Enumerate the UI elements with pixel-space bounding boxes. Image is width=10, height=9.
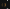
Text: z: z <box>0 0 9 1</box>
Text: F₃: F₃ <box>5 0 10 9</box>
Text: 48cm: 48cm <box>6 0 10 9</box>
Polygon shape <box>4 5 9 8</box>
Text: 5: 5 <box>0 0 8 9</box>
Text: Fᴿ = 120 N: Fᴿ = 120 N <box>8 0 10 9</box>
Text: 3: 3 <box>0 0 8 9</box>
Text: F₂ = 110 N: F₂ = 110 N <box>0 0 3 9</box>
Text: 60cm: 60cm <box>6 0 10 9</box>
Text: 1m: 1m <box>0 0 5 9</box>
Polygon shape <box>1 5 9 9</box>
Ellipse shape <box>4 4 5 5</box>
Text: 4: 4 <box>0 0 8 9</box>
Ellipse shape <box>4 3 5 4</box>
